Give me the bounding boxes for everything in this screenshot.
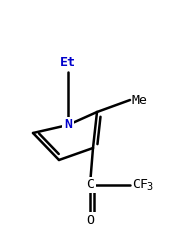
Text: N: N <box>64 119 72 131</box>
Text: CF: CF <box>132 177 148 191</box>
Text: Et: Et <box>60 55 76 69</box>
Text: O: O <box>86 213 94 227</box>
Text: C: C <box>86 179 94 191</box>
Text: Me: Me <box>132 94 148 106</box>
Text: 3: 3 <box>146 182 152 192</box>
